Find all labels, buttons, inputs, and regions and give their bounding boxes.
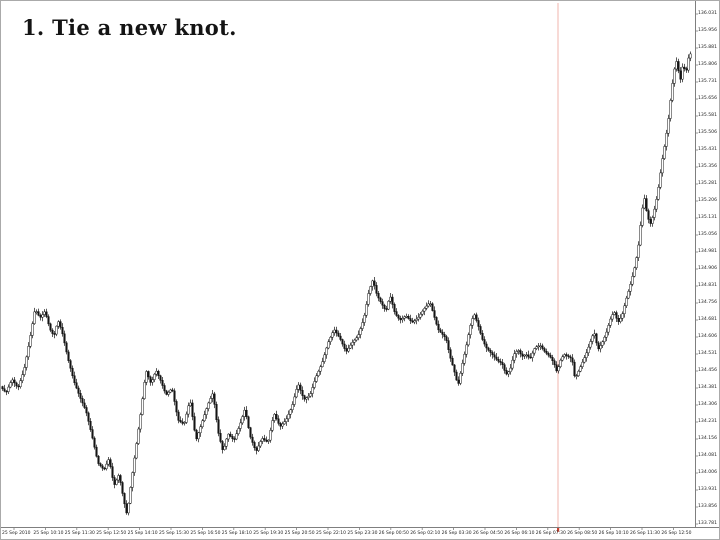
price-axis-label: 134.831: [698, 283, 717, 288]
price-axis-label: 135.431: [698, 147, 717, 152]
price-axis-label: 134.531: [698, 351, 717, 356]
price-axis-label: 135.506: [698, 130, 717, 135]
price-axis-label: 135.281: [698, 181, 717, 186]
time-axis-label: 26 Sep 02:10: [410, 531, 441, 536]
price-axis-label: 134.306: [698, 402, 717, 407]
price-axis-label: 136.031: [698, 11, 717, 16]
price-axis-label: 134.756: [698, 300, 717, 305]
price-axis-label: 134.606: [698, 334, 717, 339]
chart-annotation-title: 1. Tie a new knot.: [22, 15, 237, 40]
price-axis-label: 134.156: [698, 436, 717, 441]
time-axis-label: 25 Sep 11:30: [64, 531, 95, 536]
vline-axis-marker: [557, 528, 560, 532]
price-axis-label: 135.131: [698, 215, 717, 220]
time-axis-label: 26 Sep 06:10: [504, 531, 535, 536]
time-axis-label: 26 Sep 12:50: [661, 531, 692, 536]
price-axis-label: 134.906: [698, 266, 717, 271]
time-axis-label: 26 Sep 08:50: [567, 531, 598, 536]
price-axis-label: 135.656: [698, 96, 717, 101]
price-axis-label: 134.681: [698, 317, 717, 322]
time-axis-label: 25 Sep 2010: [2, 531, 31, 536]
time-axis-label: 25 Sep 23:30: [347, 531, 378, 536]
time-axis-label: 25 Sep 15:30: [159, 531, 190, 536]
price-axis-label: 135.206: [698, 198, 717, 203]
price-axis-label: 135.881: [698, 45, 717, 50]
price-axis-label: 134.981: [698, 249, 717, 254]
price-axis-label: 134.231: [698, 419, 717, 424]
time-axis-label: 25 Sep 12:50: [96, 531, 127, 536]
price-axis-label: 134.081: [698, 453, 717, 458]
time-axis-label: 26 Sep 10:10: [598, 531, 629, 536]
time-axis-label: 26 Sep 00:50: [378, 531, 409, 536]
price-axis-label: 135.806: [698, 62, 717, 67]
time-axis-label: 26 Sep 07:30: [535, 531, 566, 536]
time-axis-label: 25 Sep 10:10: [33, 531, 64, 536]
time-axis-label: 25 Sep 19:30: [253, 531, 284, 536]
price-axis-label: 135.731: [698, 79, 717, 84]
price-axis-label: 134.456: [698, 368, 717, 373]
time-axis-label: 26 Sep 11:30: [630, 531, 661, 536]
time-axis-label: 26 Sep 03:30: [441, 531, 472, 536]
price-axis-label: 135.056: [698, 232, 717, 237]
time-axis-label: 25 Sep 18:10: [221, 531, 252, 536]
time-axis-label: 25 Sep 22:10: [316, 531, 347, 536]
price-axis-label: 133.856: [698, 504, 717, 509]
price-axis-label: 133.781: [698, 521, 717, 526]
price-axis-label: 134.381: [698, 385, 717, 390]
candles-group: [1, 51, 692, 516]
price-axis-label: 133.931: [698, 487, 717, 492]
time-axis-label: 25 Sep 20:50: [284, 531, 315, 536]
time-axis-label: 25 Sep 16:50: [190, 531, 221, 536]
price-axis-label: 134.006: [698, 470, 717, 475]
price-axis-label: 135.581: [698, 113, 717, 118]
price-axis-label: 135.956: [698, 28, 717, 33]
time-axis-label: 25 Sep 14:10: [127, 531, 158, 536]
time-axis-label: 26 Sep 04:50: [473, 531, 504, 536]
price-axis-label: 135.356: [698, 164, 717, 169]
